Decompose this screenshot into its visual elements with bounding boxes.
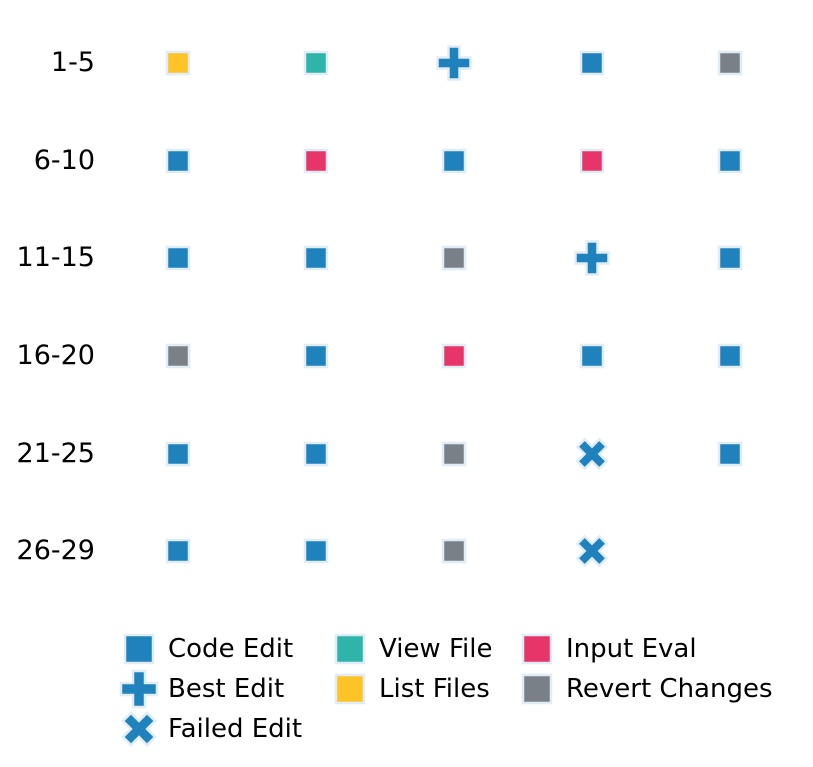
legend-label: Input Eval (566, 634, 697, 664)
marker-revert-changes-icon (156, 334, 200, 378)
legend-label: View File (379, 634, 493, 664)
marker-input-eval-icon (570, 139, 614, 183)
legend-plus-swatch-icon (117, 667, 161, 711)
marker-failed-edit-icon (570, 432, 614, 476)
marker-code-edit-icon (432, 139, 476, 183)
marker-code-edit-icon (156, 139, 200, 183)
legend-item-view-file: View File (328, 627, 492, 671)
legend-label: Failed Edit (168, 714, 303, 744)
marker-revert-changes-icon (708, 41, 752, 85)
marker-code-edit-icon (294, 334, 338, 378)
legend-square-swatch-icon (328, 667, 372, 711)
marker-code-edit-icon (156, 529, 200, 573)
legend-x-swatch-icon (117, 707, 161, 751)
legend-square-swatch-icon (117, 627, 161, 671)
marker-revert-changes-icon (432, 432, 476, 476)
marker-code-edit-icon (156, 432, 200, 476)
marker-code-edit-icon (570, 334, 614, 378)
marker-input-eval-icon (432, 334, 476, 378)
row-label: 26-29 (16, 535, 95, 566)
row-label: 21-25 (16, 438, 95, 469)
marker-code-edit-icon (294, 236, 338, 280)
marker-code-edit-icon (156, 236, 200, 280)
legend-square-swatch-icon (515, 667, 559, 711)
marker-code-edit-icon (570, 41, 614, 85)
legend-label: Best Edit (168, 674, 285, 704)
marker-code-edit-icon (708, 432, 752, 476)
legend-item-list-files: List Files (328, 667, 490, 711)
marker-revert-changes-icon (432, 236, 476, 280)
legend-item-best-edit: Best Edit (117, 667, 284, 711)
marker-view-file-icon (294, 41, 338, 85)
legend-square-swatch-icon (328, 627, 372, 671)
marker-code-edit-icon (294, 432, 338, 476)
legend-label: Revert Changes (566, 674, 773, 704)
legend-square-swatch-icon (515, 627, 559, 671)
marker-list-files-icon (156, 41, 200, 85)
marker-code-edit-icon (708, 334, 752, 378)
legend-label: List Files (379, 674, 490, 704)
legend-item-failed-edit: Failed Edit (117, 707, 302, 751)
legend-item-code-edit: Code Edit (117, 627, 293, 671)
row-label: 16-20 (16, 340, 95, 371)
marker-code-edit-icon (708, 139, 752, 183)
marker-failed-edit-icon (570, 529, 614, 573)
row-label: 1-5 (50, 47, 95, 78)
legend-item-revert-changes: Revert Changes (515, 667, 773, 711)
marker-input-eval-icon (294, 139, 338, 183)
legend-label: Code Edit (168, 634, 294, 664)
legend-item-input-eval: Input Eval (515, 627, 697, 671)
marker-best-edit-icon (570, 236, 614, 280)
marker-code-edit-icon (708, 236, 752, 280)
marker-best-edit-icon (432, 41, 476, 85)
marker-revert-changes-icon (432, 529, 476, 573)
row-label: 11-15 (16, 242, 95, 273)
marker-code-edit-icon (294, 529, 338, 573)
row-label: 6-10 (33, 145, 95, 176)
